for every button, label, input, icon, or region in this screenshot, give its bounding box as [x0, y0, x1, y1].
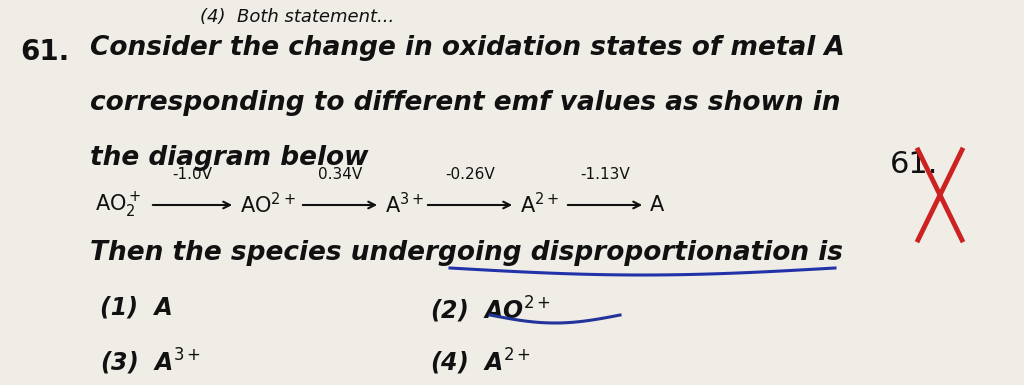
Text: (3)  A$^{3+}$: (3) A$^{3+}$ — [100, 347, 201, 377]
Text: -0.26V: -0.26V — [445, 167, 495, 182]
Text: 61.: 61. — [890, 150, 938, 179]
Text: AO$^{2+}$: AO$^{2+}$ — [240, 192, 296, 218]
Text: (2)  AO$^{2+}$: (2) AO$^{2+}$ — [430, 295, 551, 325]
Text: -1.0V: -1.0V — [172, 167, 213, 182]
Text: Then the species undergoing disproportionation is: Then the species undergoing disproportio… — [90, 240, 843, 266]
Text: A: A — [650, 195, 665, 215]
Text: (1)  A: (1) A — [100, 295, 173, 319]
Text: AO$_2^+$: AO$_2^+$ — [95, 190, 141, 220]
Text: (4)  Both statement...: (4) Both statement... — [200, 8, 394, 26]
Text: A$^{3+}$: A$^{3+}$ — [385, 192, 424, 218]
Text: the diagram below: the diagram below — [90, 145, 369, 171]
Text: 0.34V: 0.34V — [317, 167, 362, 182]
Text: Consider the change in oxidation states of metal A: Consider the change in oxidation states … — [90, 35, 845, 61]
Text: -1.13V: -1.13V — [581, 167, 630, 182]
Text: 61.: 61. — [20, 38, 70, 66]
Text: corresponding to different emf values as shown in: corresponding to different emf values as… — [90, 90, 841, 116]
Text: (4)  A$^{2+}$: (4) A$^{2+}$ — [430, 347, 530, 377]
Text: A$^{2+}$: A$^{2+}$ — [520, 192, 559, 218]
